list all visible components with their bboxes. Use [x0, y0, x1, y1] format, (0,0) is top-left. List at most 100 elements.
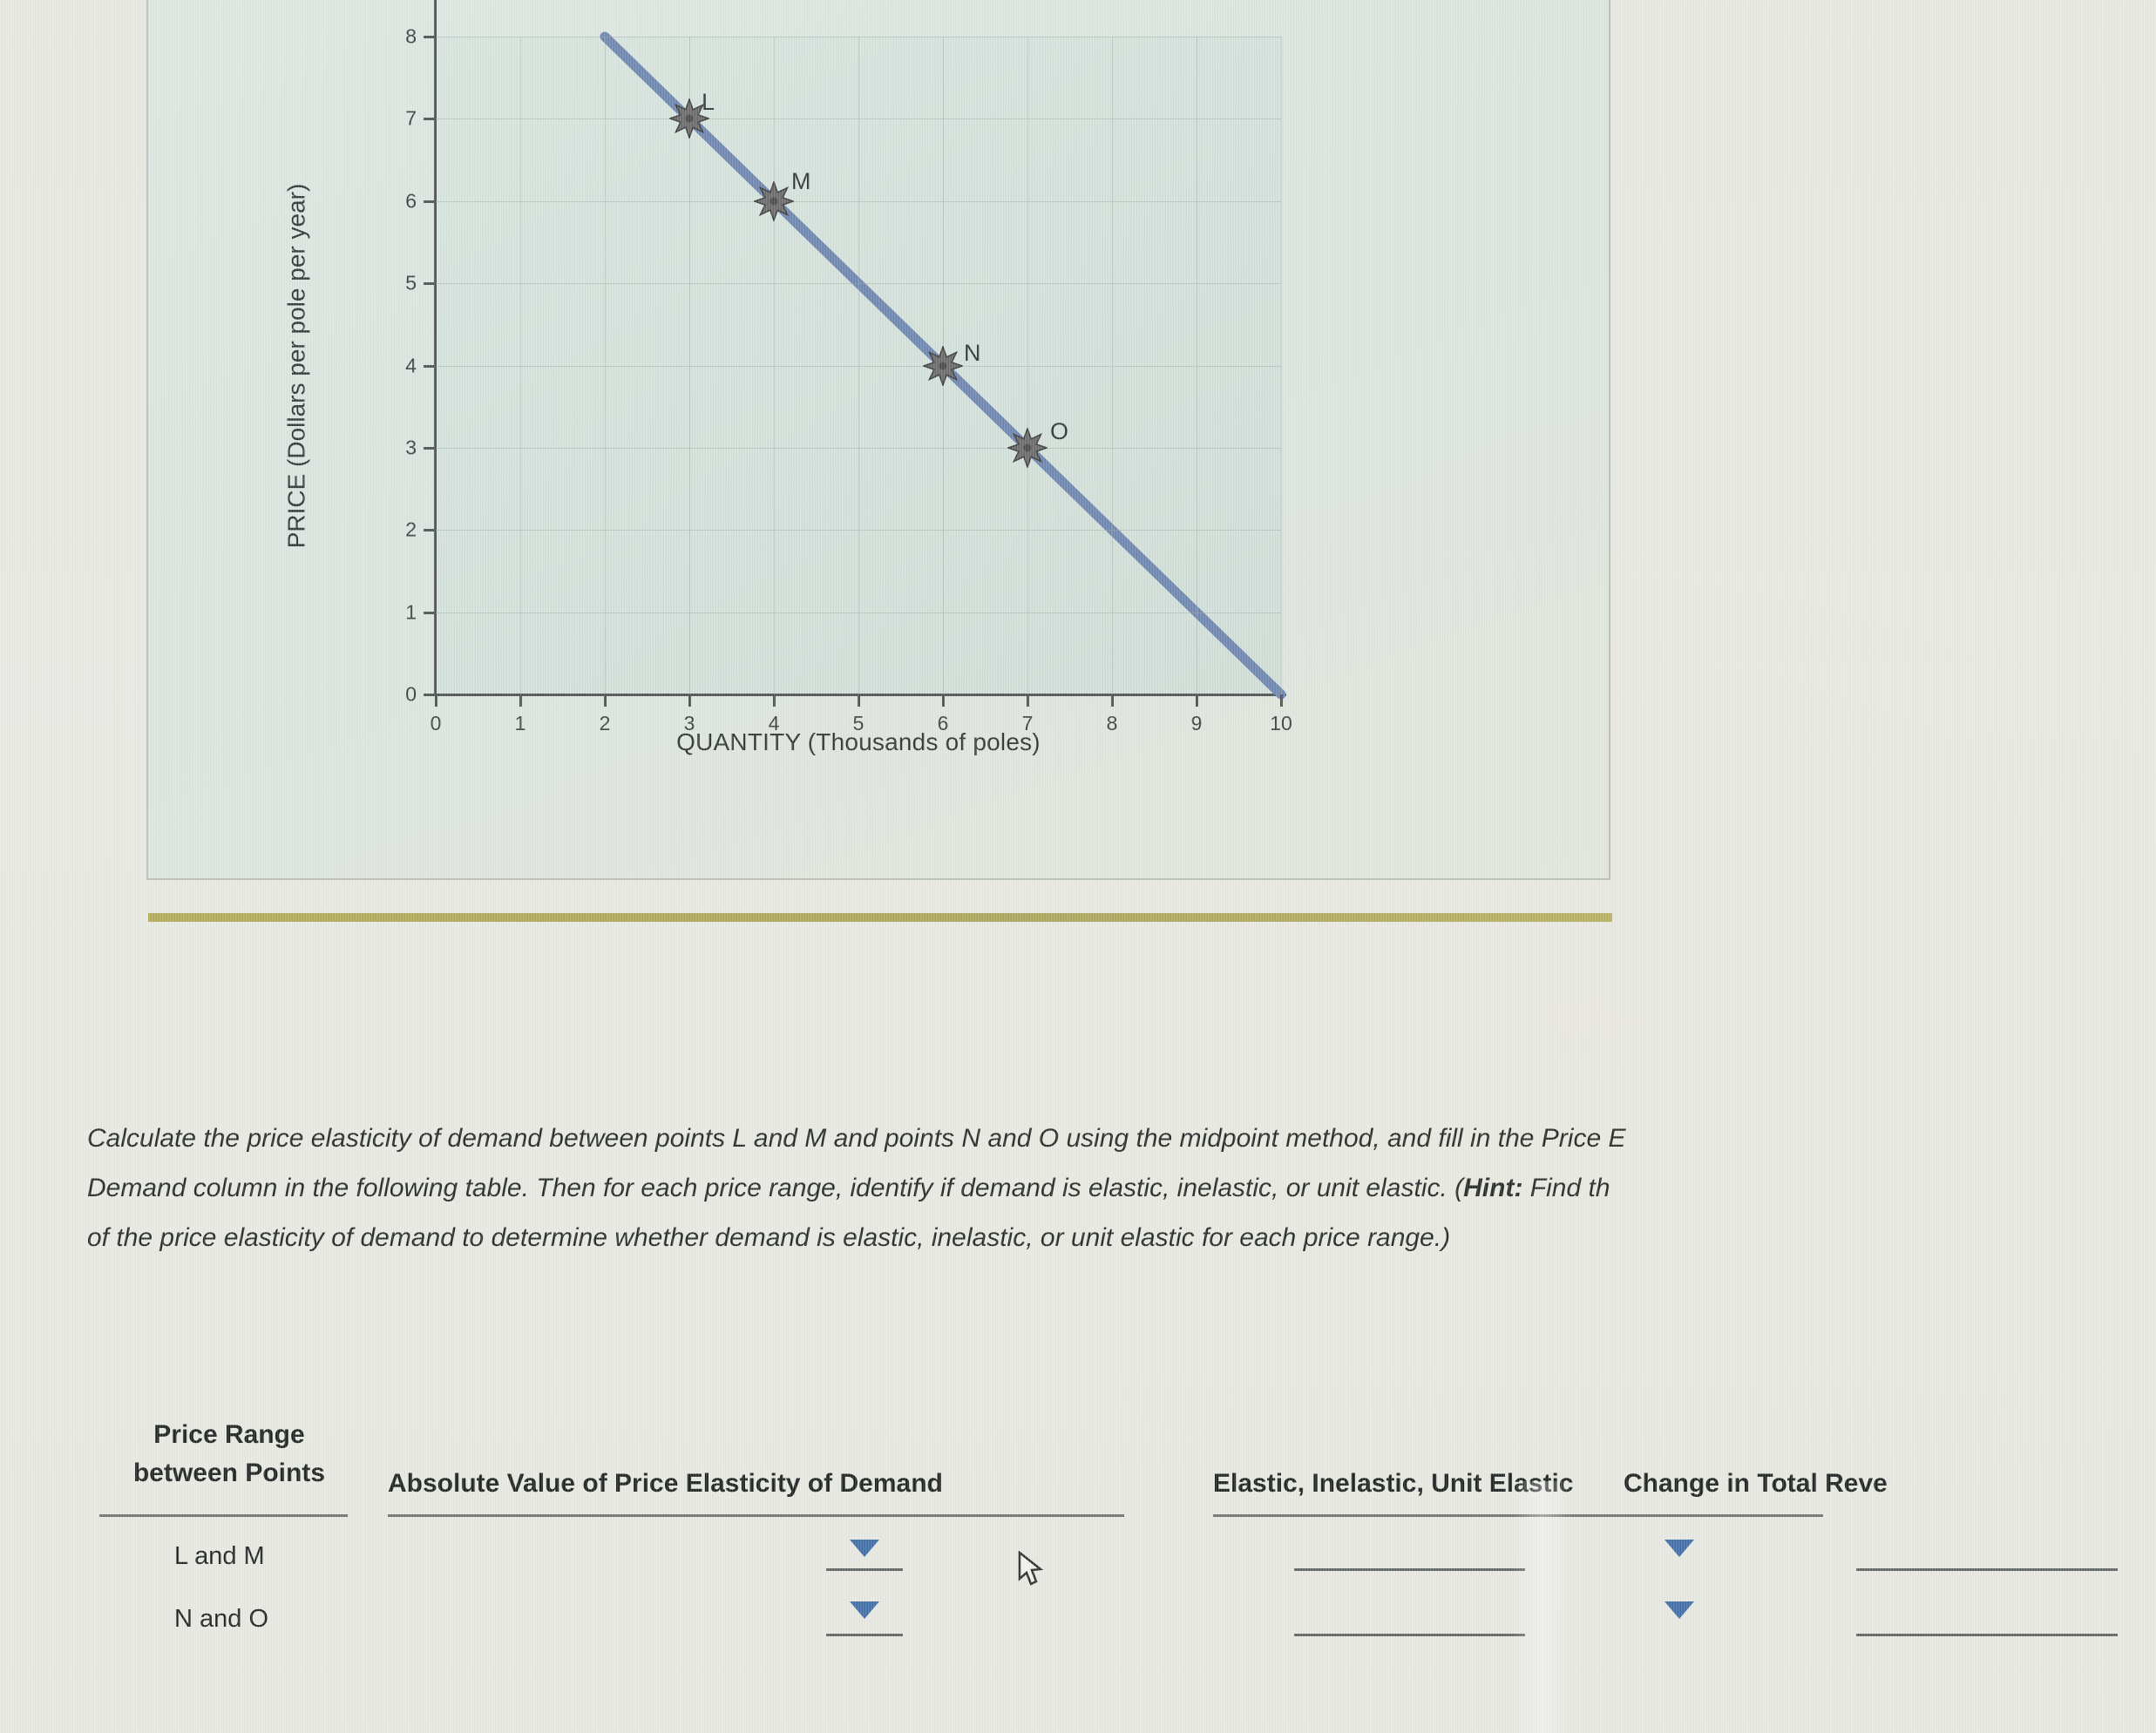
- section-divider: [148, 913, 1612, 922]
- elasticity-input-underline-1[interactable]: [826, 1568, 903, 1571]
- column-header-elasticity: Absolute Value of Price Elasticity of De…: [388, 1469, 943, 1498]
- y-axis-tick-label: 8: [405, 24, 417, 48]
- gridline-horizontal: [436, 118, 1281, 120]
- data-point-l: [669, 98, 709, 139]
- classification-input-underline-1[interactable]: [1294, 1568, 1525, 1571]
- revenue-input-underline-2[interactable]: [1856, 1634, 2118, 1636]
- x-axis-tick-label: 0: [430, 712, 442, 734]
- y-axis-tick: [424, 611, 436, 614]
- gridline-vertical: [774, 37, 775, 694]
- data-point-label-o: O: [1050, 417, 1069, 444]
- x-axis-tick: [1280, 694, 1283, 707]
- header-rule-1: [99, 1514, 348, 1517]
- column-header-classification: Elastic, Inelastic, Unit Elastic: [1213, 1469, 1574, 1498]
- x-axis-tick: [1027, 694, 1029, 707]
- column-header-price-range: Price Range between Points: [132, 1420, 326, 1487]
- gridline-horizontal: [436, 530, 1281, 531]
- x-axis-tick-label: 1: [514, 712, 526, 734]
- y-axis-tick-label: 3: [405, 436, 417, 459]
- data-point-label-m: M: [791, 167, 811, 194]
- gridline-horizontal: [436, 365, 1281, 367]
- gridline-vertical: [1281, 37, 1282, 694]
- y-axis-title-text: PRICE (Dollars per pole per year): [282, 183, 309, 548]
- y-axis-tick-label: 1: [405, 600, 417, 624]
- y-axis-tick: [424, 200, 436, 203]
- y-axis-tick: [424, 446, 436, 450]
- x-axis-tick: [858, 694, 860, 707]
- x-axis-tick: [1196, 694, 1198, 707]
- x-axis-tick-label: 3: [683, 712, 695, 734]
- x-axis-tick-label: 8: [1106, 712, 1118, 734]
- y-axis-title: PRICE (Dollars per pole per year): [279, 37, 314, 694]
- gridline-vertical: [520, 37, 521, 694]
- x-axis-title-text: QUANTITY (Thousands of poles): [676, 728, 1041, 755]
- elasticity-input-underline-2[interactable]: [826, 1634, 903, 1636]
- data-point-label-n: N: [964, 339, 981, 366]
- data-point-m: [754, 180, 794, 221]
- table-header-row: Price Range between Points Absolute Valu…: [87, 1416, 2156, 1519]
- y-axis-tick: [424, 282, 436, 286]
- mouse-pointer-icon: [1018, 1550, 1044, 1589]
- x-axis-tick: [688, 694, 691, 707]
- gridline-horizontal: [436, 283, 1281, 285]
- chevron-down-icon[interactable]: [850, 1601, 879, 1619]
- header-rule-3: [1213, 1514, 1823, 1517]
- plot-area: 0 1 2 3 4 5 6 7 8 0 1 2 3 4 5 6 7 8 9 10 L M N O: [405, 0, 1292, 734]
- x-axis-tick-label: 2: [599, 712, 611, 734]
- y-axis-tick-label: 2: [405, 518, 417, 541]
- y-axis-tick-label: 0: [405, 682, 417, 706]
- gridline-vertical: [1112, 37, 1113, 694]
- gridline-vertical: [605, 37, 606, 694]
- y-axis-line: [434, 0, 437, 694]
- gridline-vertical: [1027, 37, 1028, 694]
- y-axis-tick: [424, 364, 436, 368]
- hint-label: Hint:: [1463, 1174, 1523, 1202]
- x-axis-tick-label: 9: [1190, 712, 1203, 734]
- demand-curve-chart-panel: PRICE (Dollars per pole per year) 0 1 2 3 4 5…: [146, 0, 1610, 880]
- y-axis-tick: [424, 36, 436, 38]
- plot-background: [436, 37, 1281, 694]
- chevron-down-icon[interactable]: [1664, 1601, 1694, 1619]
- x-axis-tick: [519, 694, 522, 707]
- x-axis-line: [434, 694, 1286, 696]
- x-axis-tick: [435, 694, 437, 707]
- prompt-line-1: Calculate the price elasticity of demand…: [87, 1124, 1626, 1153]
- column-header-total-revenue: Change in Total Reve: [1624, 1469, 1888, 1498]
- x-axis-tick: [1111, 694, 1114, 707]
- y-axis-tick-label: 4: [405, 354, 417, 376]
- y-axis-tick-label: 5: [405, 271, 417, 294]
- prompt-line-2: Demand column in the following table. Th…: [87, 1174, 1610, 1202]
- screen-glare-1: [1512, 1481, 1573, 1733]
- y-axis-tick: [424, 529, 436, 532]
- elasticity-table: Price Range between Points Absolute Valu…: [87, 1416, 2156, 1636]
- gridline-vertical: [689, 37, 690, 694]
- data-point-label-l: L: [702, 89, 715, 116]
- x-axis-tick-label: 4: [768, 712, 780, 734]
- header-rule-2: [388, 1514, 1124, 1517]
- x-axis-tick-label: 6: [937, 712, 949, 734]
- x-axis-tick: [773, 694, 776, 707]
- x-axis-title: QUANTITY (Thousands of poles): [436, 728, 1281, 756]
- revenue-input-underline-1[interactable]: [1856, 1568, 2118, 1571]
- data-point-o: [1007, 427, 1047, 468]
- row-label-n-and-o: N and O: [174, 1605, 268, 1633]
- y-axis-tick: [424, 118, 436, 121]
- data-point-n: [923, 345, 963, 386]
- x-axis-tick: [604, 694, 607, 707]
- classification-input-underline-2[interactable]: [1294, 1634, 1525, 1636]
- y-axis-tick-label: 7: [405, 106, 417, 130]
- y-axis-tick: [424, 694, 436, 696]
- question-prompt: Calculate the price elasticity of demand…: [87, 1114, 2156, 1263]
- gridline-horizontal: [436, 200, 1281, 202]
- x-axis-tick-label: 5: [852, 712, 864, 734]
- x-axis-tick: [942, 694, 945, 707]
- y-axis-tick-label: 6: [405, 189, 417, 213]
- x-axis-tick-label: 7: [1021, 712, 1034, 734]
- row-label-l-and-m: L and M: [174, 1542, 265, 1570]
- gridline-horizontal: [436, 447, 1281, 449]
- chevron-down-icon[interactable]: [850, 1540, 879, 1557]
- x-axis-tick-label: 10: [1270, 712, 1292, 734]
- chevron-down-icon[interactable]: [1664, 1540, 1694, 1557]
- gridline-vertical: [858, 37, 859, 694]
- prompt-line-3: of the price elasticity of demand to det…: [87, 1223, 1451, 1252]
